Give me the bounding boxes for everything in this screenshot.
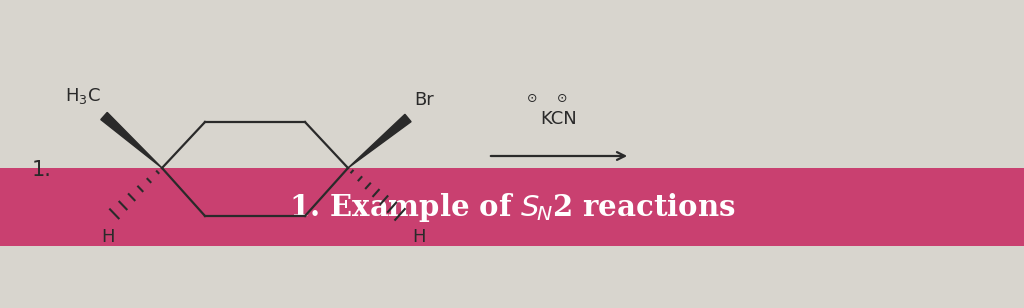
Text: H$_3$C: H$_3$C <box>66 86 101 106</box>
Text: ⊙: ⊙ <box>526 91 538 104</box>
Polygon shape <box>348 114 411 168</box>
Text: 1. Example of $\mathit{S}_{\!\mathit{N}}$2 reactions: 1. Example of $\mathit{S}_{\!\mathit{N}}… <box>289 191 735 224</box>
Text: H: H <box>412 228 426 246</box>
Text: 1.: 1. <box>32 160 52 180</box>
Polygon shape <box>100 112 162 168</box>
Text: KCN: KCN <box>541 110 578 128</box>
Bar <box>0 168 1024 246</box>
Text: H: H <box>101 228 115 246</box>
Text: Br: Br <box>414 91 434 109</box>
Text: ⊙: ⊙ <box>557 91 567 104</box>
